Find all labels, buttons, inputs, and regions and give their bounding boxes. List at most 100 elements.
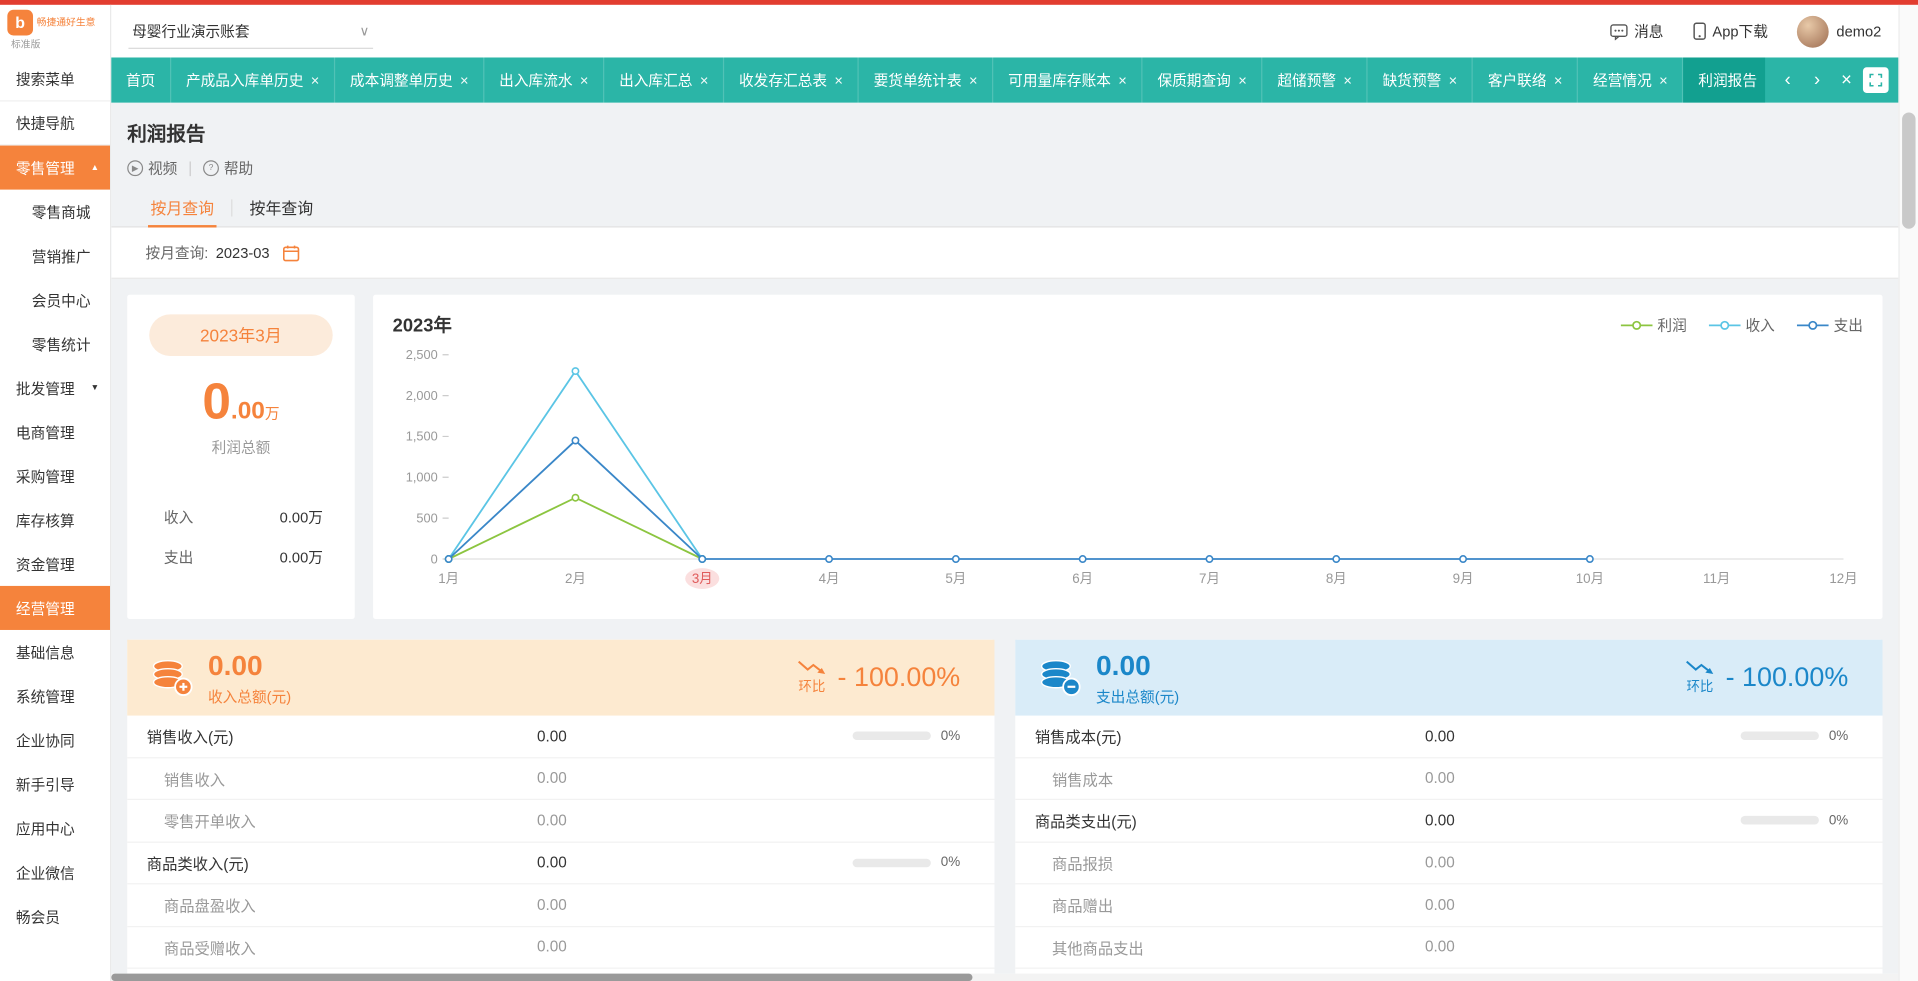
query-tab[interactable]: 按月查询 xyxy=(133,188,231,227)
query-tabs: 按月查询 按年查询 xyxy=(111,188,1899,228)
tab-close-icon[interactable]: × xyxy=(1343,71,1353,89)
sidebar-item[interactable]: 经营管理 xyxy=(0,585,111,630)
tabs-close-all-button[interactable]: × xyxy=(1841,69,1852,91)
sidebar-item[interactable]: 电商管理 xyxy=(0,410,110,454)
tabs-scroll-right-button[interactable]: › xyxy=(1814,69,1821,91)
sidebar-item-label: 快捷导航 xyxy=(15,114,75,133)
tab-close-icon[interactable]: × xyxy=(1553,71,1563,89)
sidebar-item[interactable]: 快捷导航 xyxy=(0,102,111,146)
tab-item[interactable]: 缺货预警 × xyxy=(1368,57,1474,103)
month-picker-value[interactable]: 2023-03 xyxy=(215,244,270,262)
account-select[interactable]: 母婴行业演示账套 ∨ xyxy=(128,14,374,49)
tab-item[interactable]: 经营情况 × xyxy=(1578,57,1684,103)
tab-close-icon[interactable]: × xyxy=(699,71,709,89)
app-download-button[interactable]: App下载 xyxy=(1693,21,1768,42)
tab-close-icon[interactable]: × xyxy=(969,71,978,89)
tab-item[interactable]: 超储预警 × xyxy=(1263,57,1368,103)
tab-close-icon[interactable]: × xyxy=(310,71,320,89)
expense-card-header: 0.00 支出总额(元) 环比 - 100.00% xyxy=(1015,639,1883,716)
video-button[interactable]: ▶ 视频 xyxy=(127,158,177,179)
sidebar-item[interactable]: 企业协同 xyxy=(0,718,110,762)
profit-total-label: 利润总额 xyxy=(211,439,271,457)
sidebar-item[interactable]: 零售管理 ▲ xyxy=(0,145,111,190)
tab-item[interactable]: 出入库流水 × xyxy=(484,57,605,103)
sidebar-item[interactable]: 库存核算 xyxy=(0,498,110,542)
tab-item[interactable]: 首页 xyxy=(111,57,172,103)
app-download-label: App下载 xyxy=(1712,23,1768,41)
sidebar-item[interactable]: 搜索菜单 xyxy=(0,57,111,102)
tab-item[interactable]: 成本调整单历史 × xyxy=(335,57,485,103)
tab-item[interactable]: 客户联络 × xyxy=(1473,57,1579,103)
tab-label: 经营情况 xyxy=(1593,72,1652,90)
sidebar-subitem[interactable]: 零售商城 xyxy=(31,203,91,221)
svg-text:1,000: 1,000 xyxy=(406,470,438,485)
row-progress: 0% xyxy=(852,729,960,743)
sidebar-item-label: 企业协同 xyxy=(15,732,75,750)
row-label: 商品盘盈收入 xyxy=(163,898,256,916)
row-label: 商品报损 xyxy=(1051,855,1114,874)
sidebar-item[interactable]: 应用中心 xyxy=(0,806,110,850)
svg-text:1月: 1月 xyxy=(438,571,459,586)
sidebar-item[interactable]: 资金管理 xyxy=(0,542,110,586)
tab-close-icon[interactable]: × xyxy=(460,71,469,89)
sidebar-subitem[interactable]: 会员中心 xyxy=(31,291,91,309)
profit-summary-card: 2023年3月 0.00万 利润总额 收入 0.00万 支出 0.00万 xyxy=(127,294,355,619)
tab-close-icon[interactable]: × xyxy=(834,71,844,89)
row-value: 0.00 xyxy=(1425,769,1455,787)
expense-card: 0.00 支出总额(元) 环比 - 100.00% xyxy=(1015,639,1883,974)
sidebar-subitem[interactable]: 零售统计 xyxy=(31,335,91,353)
chart-title: 2023年 xyxy=(392,315,452,337)
open-tabs: 首页 产成品入库单历史 × 成本调整单历史 × 出入库流水 × 出入库汇总 × 收发存汇总表 × 要货… xyxy=(111,57,1766,103)
income-ratio-value: - 100.00% xyxy=(837,661,961,693)
tab-label: 超储预警 xyxy=(1277,72,1337,90)
tab-item[interactable]: 收发存汇总表 × xyxy=(724,57,859,103)
tab-item[interactable]: 要货单统计表 × xyxy=(859,57,994,103)
horizontal-scrollbar[interactable] xyxy=(111,973,1899,981)
row-progress: 0% xyxy=(852,855,960,870)
sidebar-item[interactable]: 新手引导 xyxy=(0,762,110,806)
sidebar-subitem[interactable]: 营销推广 xyxy=(31,247,91,265)
legend-item[interactable]: 收入 xyxy=(1708,314,1775,335)
tab-close-icon[interactable]: × xyxy=(1118,71,1127,89)
sidebar-item[interactable]: 畅会员 xyxy=(0,894,110,938)
tab-item[interactable]: 利润报告 × xyxy=(1683,57,1766,103)
app-logo: b 畅捷通好生意 标准版 xyxy=(0,5,110,58)
messages-button[interactable]: 消息 xyxy=(1610,21,1664,42)
help-button[interactable]: ? 帮助 xyxy=(203,158,253,179)
tab-item[interactable]: 保质期查询 × xyxy=(1143,57,1263,103)
sub-row: 其他商品支出 0.00 xyxy=(1015,927,1883,969)
tab-close-icon[interactable]: × xyxy=(1238,71,1247,89)
ratio-label: 环比 xyxy=(798,680,826,695)
sub-row: 商品赠出 0.00 xyxy=(1015,884,1883,927)
sidebar-item-label: 经营管理 xyxy=(15,599,75,618)
sidebar-item[interactable]: 批发管理 ▼ xyxy=(0,366,110,410)
legend-marker xyxy=(1620,320,1653,330)
tab-item[interactable]: 产成品入库单历史 × xyxy=(171,57,336,103)
tabs-scroll-left-button[interactable]: ‹ xyxy=(1784,69,1791,91)
vertical-scrollbar-thumb[interactable] xyxy=(1902,112,1916,229)
messages-label: 消息 xyxy=(1634,23,1664,41)
row-label: 销售成本(元) xyxy=(1034,729,1122,747)
tab-close-icon[interactable]: × xyxy=(579,71,589,89)
fullscreen-icon[interactable] xyxy=(1862,67,1889,93)
brand-edition: 标准版 xyxy=(11,39,41,51)
tab-close-icon[interactable]: × xyxy=(1764,72,1765,89)
tab-close-icon[interactable]: × xyxy=(1448,71,1458,89)
legend-item[interactable]: 利润 xyxy=(1620,314,1687,335)
tab-close-icon[interactable]: × xyxy=(1659,71,1668,89)
sidebar-item-label: 企业微信 xyxy=(15,864,75,882)
user-menu[interactable]: demo2 xyxy=(1797,15,1881,48)
query-tab[interactable]: 按年查询 xyxy=(249,199,314,218)
sidebar-item[interactable]: 系统管理 xyxy=(0,674,110,718)
horizontal-scrollbar-thumb[interactable] xyxy=(111,973,973,981)
svg-text:11月: 11月 xyxy=(1703,571,1730,586)
legend-item[interactable]: 支出 xyxy=(1796,314,1863,335)
vertical-scrollbar[interactable] xyxy=(1898,4,1918,981)
sidebar-item[interactable]: 基础信息 xyxy=(0,630,110,674)
sidebar-item[interactable]: 企业微信 xyxy=(0,850,110,894)
sidebar-item[interactable]: 采购管理 xyxy=(0,454,110,498)
tab-item[interactable]: 可用量库存账本 × xyxy=(993,57,1143,103)
tab-item[interactable]: 出入库汇总 × xyxy=(604,57,725,103)
calendar-icon[interactable] xyxy=(283,244,300,261)
sub-row: 商品受赠收入 0.00 xyxy=(127,927,995,969)
